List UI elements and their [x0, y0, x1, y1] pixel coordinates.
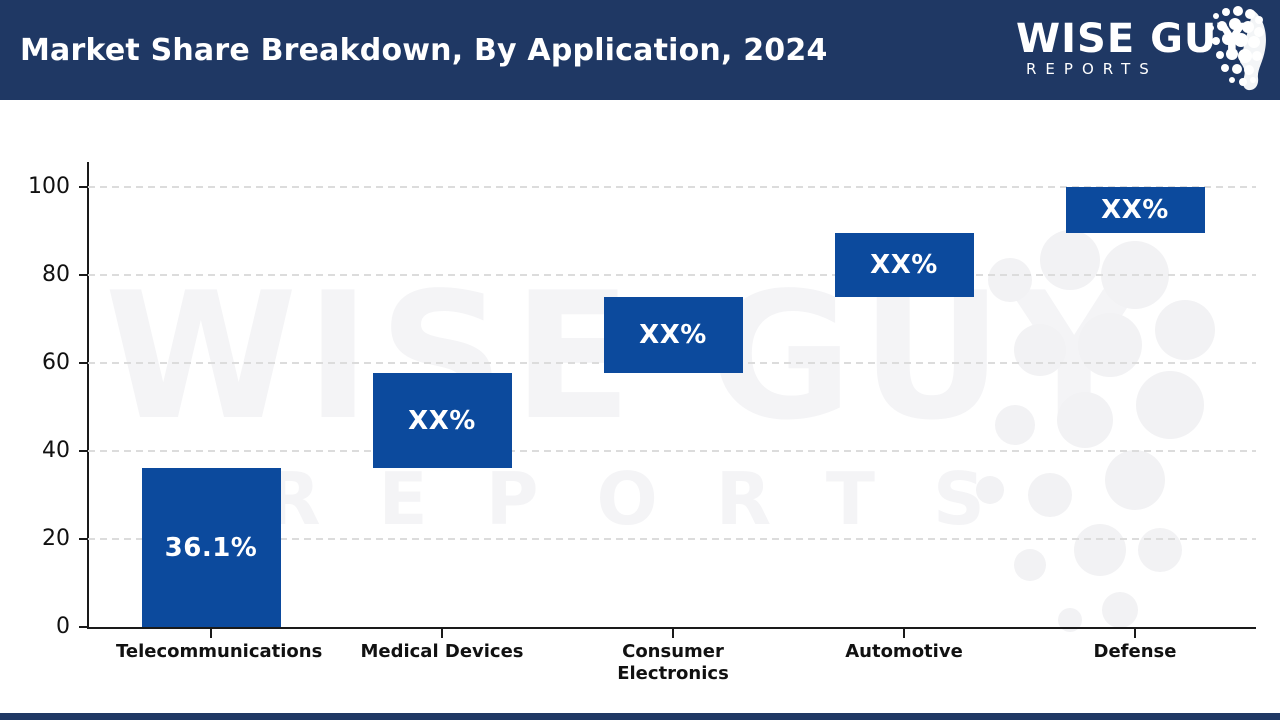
logo-line1-text: WISE GUY [1016, 16, 1247, 62]
x-tick-2 [672, 629, 674, 638]
x-category-label: Medical Devices [360, 641, 524, 662]
x-category-label: Automotive [845, 641, 963, 662]
y-tick-label-60: 60 [42, 350, 70, 375]
x-tick-1 [441, 629, 443, 638]
y-tick-label-100: 100 [28, 174, 70, 199]
bar-value-label: XX% [1101, 195, 1169, 226]
y-tick-label-20: 20 [42, 526, 70, 551]
y-axis-spine [87, 162, 89, 629]
gridline-80 [88, 274, 1256, 276]
logo-line2-text: REPORTS [1026, 60, 1158, 78]
footer-strip [0, 713, 1280, 720]
y-tick-label-80: 80 [42, 262, 70, 287]
gridline-100 [88, 186, 1256, 188]
bar-value-label: 36.1% [164, 532, 258, 563]
brand-logo: WISE GUY REPORTS [1010, 4, 1266, 96]
bar-medical-devices: XX% [372, 373, 512, 469]
y-tick-0 [79, 626, 88, 628]
y-tick-20 [79, 538, 88, 540]
x-tick-4 [1134, 629, 1136, 638]
bar-automotive: XX% [834, 233, 974, 297]
x-tick-3 [903, 629, 905, 638]
x-tick-0 [210, 629, 212, 638]
y-tick-label-40: 40 [42, 438, 70, 463]
chart-area: WISE GUY REPORTS 0 20 40 60 80 100 36.1% Teleco… [0, 100, 1280, 720]
bar-value-label: XX% [639, 320, 707, 351]
y-tick-label-0: 0 [56, 614, 70, 639]
wise-guy-logo-icon: WISE GUY REPORTS [1016, 6, 1266, 91]
bar-value-label: XX% [408, 405, 476, 436]
bar-value-label: XX% [870, 250, 938, 281]
x-axis-spine [87, 627, 1256, 629]
x-category-label: Telecommunications [116, 641, 323, 662]
bar-defense: XX% [1065, 187, 1205, 234]
y-tick-40 [79, 450, 88, 452]
gridline-20 [88, 538, 1256, 540]
y-tick-100 [79, 186, 88, 188]
y-tick-80 [79, 274, 88, 276]
bar-consumer-electronics: XX% [603, 297, 743, 374]
plot-layer: 0 20 40 60 80 100 36.1% Telecommunications XX% Me… [0, 100, 1280, 720]
x-category-label: Defense [1093, 641, 1177, 662]
gridline-40 [88, 450, 1256, 452]
bar-telecommunications: 36.1% [141, 468, 281, 627]
logo-face-dots [1208, 6, 1266, 91]
x-category-label: Consumer Electronics [617, 641, 729, 684]
page-title: Market Share Breakdown, By Application, … [20, 32, 828, 68]
y-tick-60 [79, 362, 88, 364]
header-banner: Market Share Breakdown, By Application, … [0, 0, 1280, 100]
